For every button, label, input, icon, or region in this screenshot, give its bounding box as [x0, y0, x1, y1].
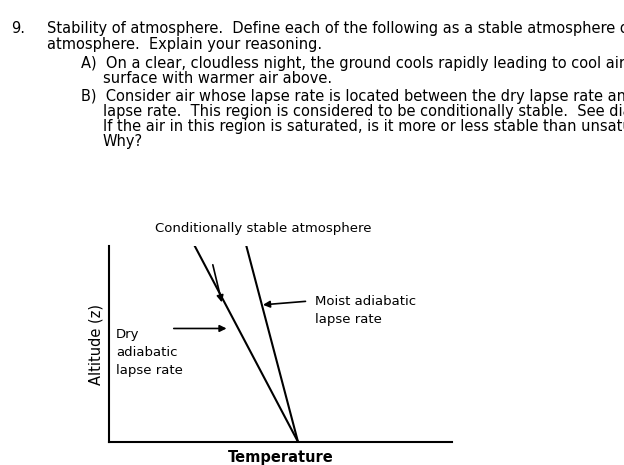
Text: Conditionally stable atmosphere: Conditionally stable atmosphere — [155, 222, 372, 235]
Text: If the air in this region is saturated, is it more or less stable than unsaturat: If the air in this region is saturated, … — [103, 119, 624, 134]
Text: 9.: 9. — [11, 21, 25, 36]
Text: adiabatic: adiabatic — [116, 346, 178, 359]
Text: atmosphere.  Explain your reasoning.: atmosphere. Explain your reasoning. — [47, 37, 322, 52]
Text: Moist adiabatic: Moist adiabatic — [315, 295, 416, 308]
Text: Stability of atmosphere.  Define each of the following as a stable atmosphere or: Stability of atmosphere. Define each of … — [47, 21, 624, 36]
Text: lapse rate.  This region is considered to be conditionally stable.  See diagram : lapse rate. This region is considered to… — [103, 104, 624, 119]
Text: surface with warmer air above.: surface with warmer air above. — [103, 71, 332, 86]
Text: A)  On a clear, cloudless night, the ground cools rapidly leading to cool air ne: A) On a clear, cloudless night, the grou… — [81, 56, 624, 71]
Text: lapse rate: lapse rate — [315, 313, 382, 326]
Text: B)  Consider air whose lapse rate is located between the dry lapse rate and the : B) Consider air whose lapse rate is loca… — [81, 89, 624, 104]
Text: Why?: Why? — [103, 134, 143, 149]
X-axis label: Temperature: Temperature — [228, 450, 334, 465]
Text: lapse rate: lapse rate — [116, 364, 183, 377]
Text: Dry: Dry — [116, 328, 140, 341]
Y-axis label: Altitude (z): Altitude (z) — [89, 304, 104, 385]
